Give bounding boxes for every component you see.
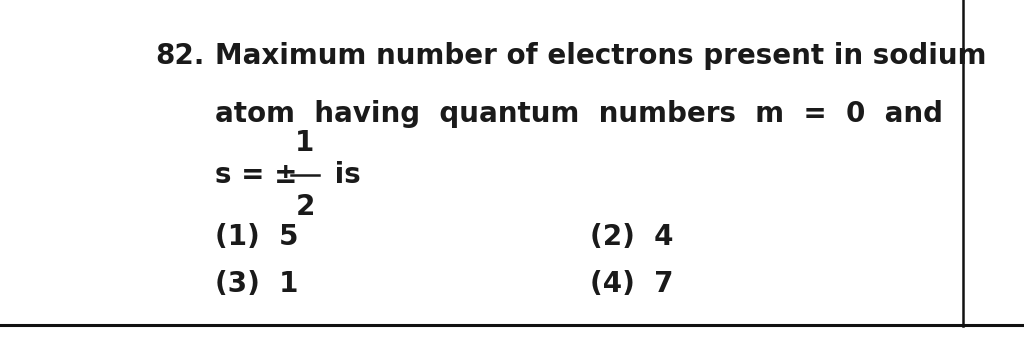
Text: (4)  7: (4) 7 [590,270,674,298]
Text: 1: 1 [295,129,314,157]
Text: (3)  1: (3) 1 [215,270,298,298]
Text: 82.: 82. [155,42,205,70]
Text: atom  having  quantum  numbers  m  =  0  and: atom having quantum numbers m = 0 and [215,100,943,128]
Text: Maximum number of electrons present in sodium: Maximum number of electrons present in s… [215,42,986,70]
Text: (1)  5: (1) 5 [215,223,299,251]
Text: (2)  4: (2) 4 [590,223,674,251]
Text: is: is [325,161,360,189]
Text: 2: 2 [295,193,314,221]
Text: s = ±: s = ± [215,161,298,189]
